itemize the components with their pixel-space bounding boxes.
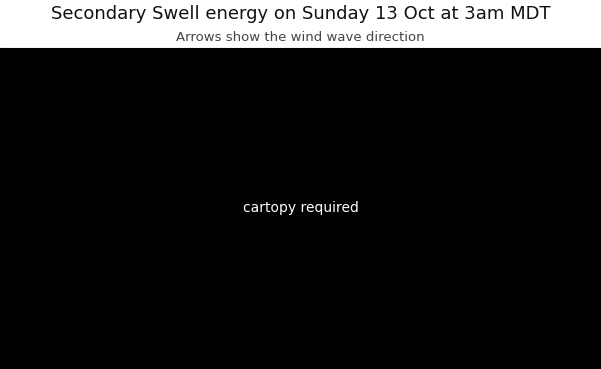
Text: Secondary Swell energy on Sunday 13 Oct at 3am MDT: Secondary Swell energy on Sunday 13 Oct … (50, 6, 551, 23)
Text: Arrows show the wind wave direction: Arrows show the wind wave direction (176, 31, 425, 44)
Text: cartopy required: cartopy required (243, 201, 358, 215)
